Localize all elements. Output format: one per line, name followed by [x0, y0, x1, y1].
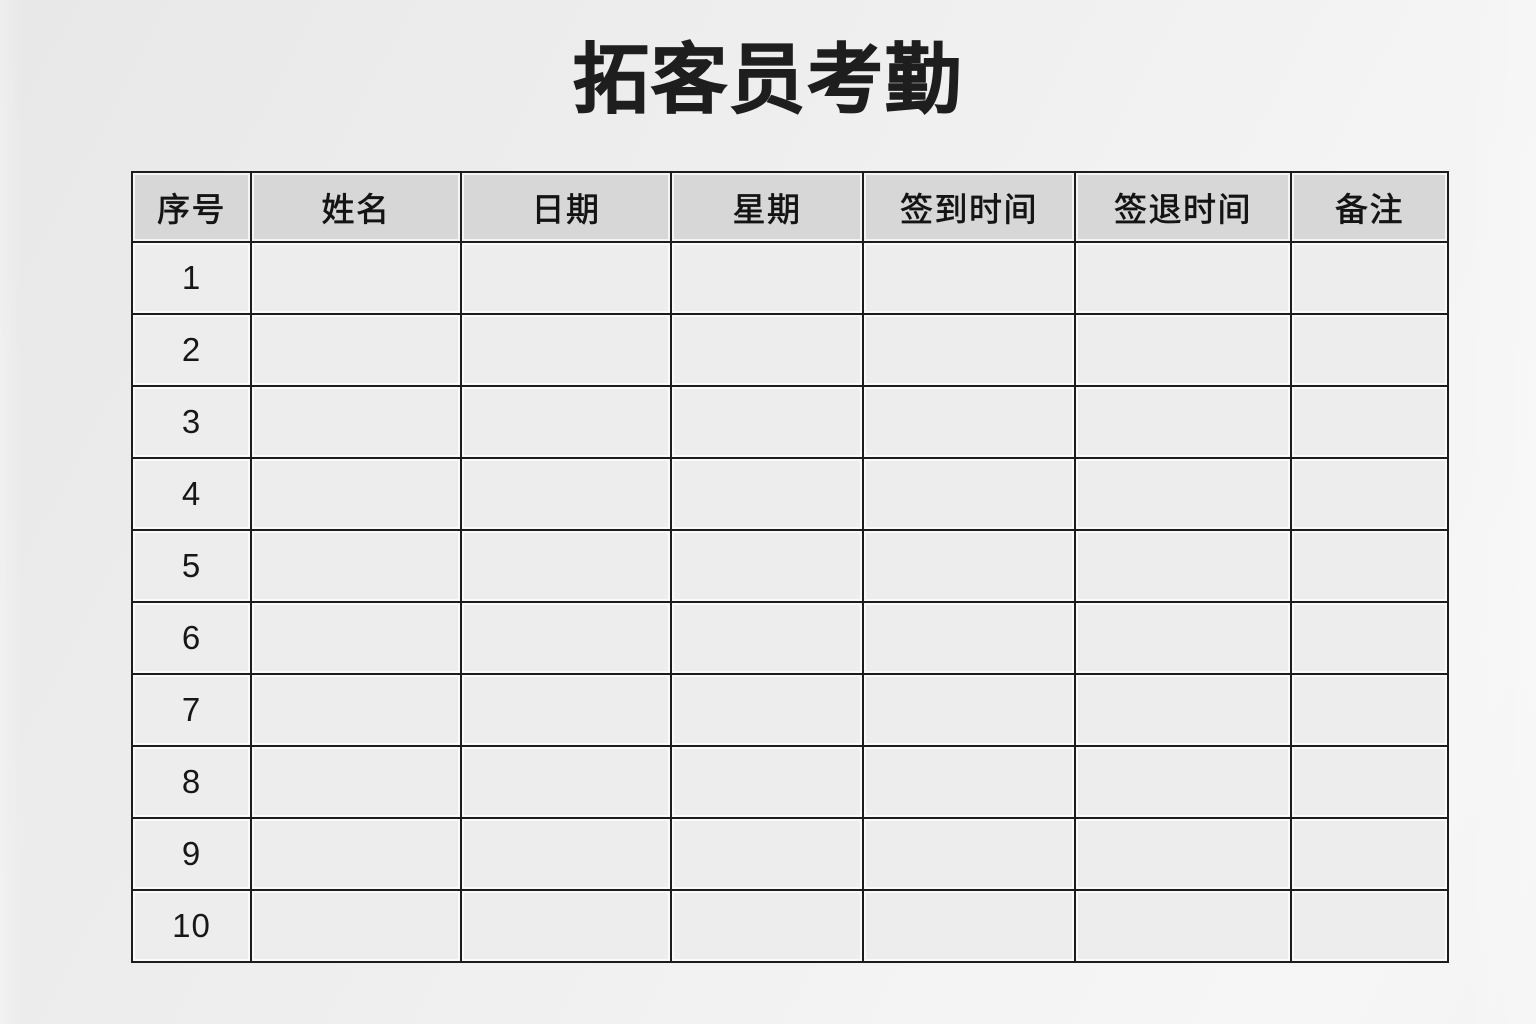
- cell-name[interactable]: [250, 457, 462, 531]
- cell-name[interactable]: [250, 241, 462, 315]
- cell-name[interactable]: [250, 889, 462, 963]
- cell-name[interactable]: [250, 673, 462, 747]
- table-row: 5: [131, 529, 1449, 603]
- cell-index: 6: [131, 601, 252, 675]
- attendance-table: 序号 姓名 日期 星期 签到时间 签退时间 备注 1: [131, 171, 1449, 963]
- cell-weekday[interactable]: [670, 529, 864, 603]
- cell-check-out[interactable]: [1074, 889, 1292, 963]
- cell-index: 8: [131, 745, 252, 819]
- cell-date[interactable]: [460, 241, 672, 315]
- cell-date[interactable]: [460, 745, 672, 819]
- cell-name[interactable]: [250, 601, 462, 675]
- cell-date[interactable]: [460, 313, 672, 387]
- page-title: 拓客员考勤: [572, 37, 963, 123]
- cell-index: 5: [131, 529, 252, 603]
- column-header-date: 日期: [460, 171, 672, 243]
- cell-index: 3: [131, 385, 252, 459]
- cell-check-out[interactable]: [1074, 529, 1292, 603]
- cell-date[interactable]: [460, 385, 672, 459]
- table-row: 3: [131, 385, 1449, 459]
- cell-date[interactable]: [460, 457, 672, 531]
- cell-weekday[interactable]: [670, 889, 864, 963]
- cell-weekday[interactable]: [670, 745, 864, 819]
- table-row: 6: [131, 601, 1449, 675]
- cell-check-in[interactable]: [862, 457, 1076, 531]
- cell-remark[interactable]: [1290, 457, 1449, 531]
- table-row: 2: [131, 313, 1449, 387]
- cell-index: 10: [131, 889, 252, 963]
- cell-check-out[interactable]: [1074, 601, 1292, 675]
- cell-name[interactable]: [250, 745, 462, 819]
- cell-check-out[interactable]: [1074, 745, 1292, 819]
- cell-weekday[interactable]: [670, 817, 864, 891]
- cell-check-in[interactable]: [862, 241, 1076, 315]
- table-body: 1 2 3: [131, 241, 1449, 963]
- cell-remark[interactable]: [1290, 241, 1449, 315]
- cell-index: 1: [131, 241, 252, 315]
- cell-date[interactable]: [460, 889, 672, 963]
- cell-check-in[interactable]: [862, 817, 1076, 891]
- cell-remark[interactable]: [1290, 889, 1449, 963]
- cell-check-in[interactable]: [862, 745, 1076, 819]
- cell-check-in[interactable]: [862, 601, 1076, 675]
- cell-check-out[interactable]: [1074, 241, 1292, 315]
- cell-remark[interactable]: [1290, 817, 1449, 891]
- cell-date[interactable]: [460, 673, 672, 747]
- cell-weekday[interactable]: [670, 673, 864, 747]
- cell-check-out[interactable]: [1074, 817, 1292, 891]
- cell-check-in[interactable]: [862, 385, 1076, 459]
- cell-check-in[interactable]: [862, 889, 1076, 963]
- cell-check-in[interactable]: [862, 313, 1076, 387]
- cell-remark[interactable]: [1290, 601, 1449, 675]
- cell-name[interactable]: [250, 385, 462, 459]
- cell-index: 4: [131, 457, 252, 531]
- cell-check-out[interactable]: [1074, 313, 1292, 387]
- column-header-name: 姓名: [250, 171, 462, 243]
- cell-index: 2: [131, 313, 252, 387]
- cell-check-in[interactable]: [862, 529, 1076, 603]
- cell-check-out[interactable]: [1074, 457, 1292, 531]
- cell-date[interactable]: [460, 817, 672, 891]
- cell-remark[interactable]: [1290, 529, 1449, 603]
- cell-name[interactable]: [250, 529, 462, 603]
- cell-date[interactable]: [460, 601, 672, 675]
- table-row: 1: [131, 241, 1449, 315]
- table-header: 序号 姓名 日期 星期 签到时间 签退时间 备注: [131, 171, 1449, 243]
- cell-weekday[interactable]: [670, 385, 864, 459]
- cell-check-out[interactable]: [1074, 673, 1292, 747]
- attendance-table-container: 序号 姓名 日期 星期 签到时间 签退时间 备注 1: [131, 171, 1449, 963]
- cell-remark[interactable]: [1290, 385, 1449, 459]
- cell-check-in[interactable]: [862, 673, 1076, 747]
- column-header-weekday: 星期: [670, 171, 864, 243]
- column-header-check-out: 签退时间: [1074, 171, 1292, 243]
- cell-weekday[interactable]: [670, 601, 864, 675]
- table-header-row: 序号 姓名 日期 星期 签到时间 签退时间 备注: [131, 171, 1449, 243]
- table-row: 7: [131, 673, 1449, 747]
- cell-weekday[interactable]: [670, 313, 864, 387]
- table-row: 9: [131, 817, 1449, 891]
- cell-weekday[interactable]: [670, 457, 864, 531]
- cell-name[interactable]: [250, 313, 462, 387]
- table-row: 8: [131, 745, 1449, 819]
- cell-name[interactable]: [250, 817, 462, 891]
- cell-remark[interactable]: [1290, 673, 1449, 747]
- cell-index: 9: [131, 817, 252, 891]
- cell-date[interactable]: [460, 529, 672, 603]
- cell-remark[interactable]: [1290, 745, 1449, 819]
- column-header-remark: 备注: [1290, 171, 1449, 243]
- cell-check-out[interactable]: [1074, 385, 1292, 459]
- column-header-index: 序号: [131, 171, 252, 243]
- table-row: 10: [131, 889, 1449, 963]
- cell-remark[interactable]: [1290, 313, 1449, 387]
- cell-index: 7: [131, 673, 252, 747]
- table-row: 4: [131, 457, 1449, 531]
- column-header-check-in: 签到时间: [862, 171, 1076, 243]
- cell-weekday[interactable]: [670, 241, 864, 315]
